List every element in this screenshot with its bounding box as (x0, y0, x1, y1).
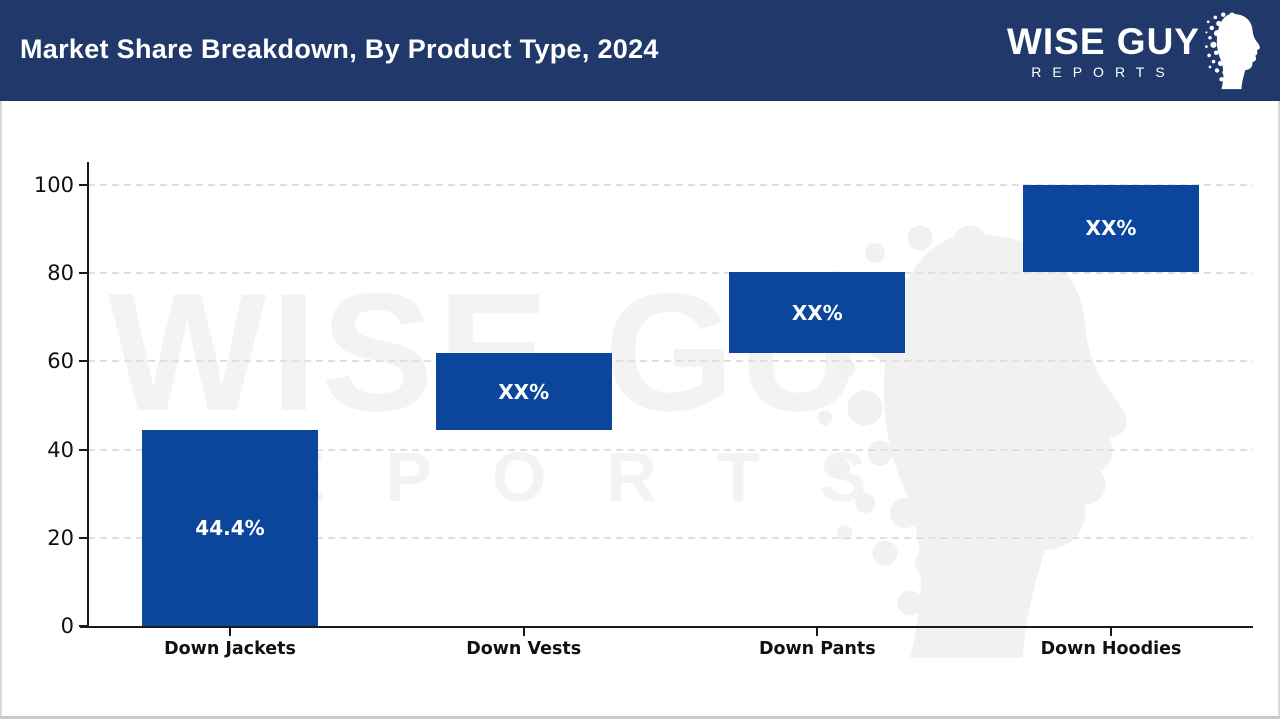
x-tick-mark (229, 628, 231, 636)
page-title: Market Share Breakdown, By Product Type,… (20, 34, 659, 64)
x-category-label-down-vests: Down Vests (466, 639, 582, 659)
y-tick-label: 40 (47, 437, 74, 462)
bar-down-jackets (142, 430, 318, 626)
bar-down-hoodies (1023, 185, 1199, 272)
bar-down-vests (435, 353, 612, 431)
bar-value-label-down-vests: XX% (498, 379, 550, 404)
gridline-60 (88, 360, 1253, 363)
gridline-40 (88, 448, 1253, 451)
x-axis (80, 626, 1253, 628)
bar-value-label-down-hoodies: XX% (1085, 216, 1137, 241)
x-category-label-down-pants: Down Pants (758, 639, 876, 659)
gridline-20 (88, 536, 1253, 539)
x-tick-mark (816, 628, 819, 636)
bar-down-pants (729, 271, 906, 354)
y-tick-mark (79, 448, 88, 451)
page-border-left (0, 101, 2, 717)
y-tick-mark (79, 272, 88, 275)
wiseguy-logo: WISE GUY REPORTS (1007, 8, 1264, 94)
page-border-right (1278, 101, 1280, 717)
gridline-80 (88, 272, 1253, 275)
x-tick-mark (1110, 628, 1112, 636)
x-category-label-down-hoodies: Down Hoodies (1040, 639, 1182, 659)
y-tick-label: 0 (60, 614, 74, 638)
y-tick-mark (79, 360, 88, 363)
gridline-100 (88, 184, 1253, 186)
logo-wordmark: WISE GUY (1006, 20, 1200, 62)
y-tick-label: 100 (33, 173, 74, 197)
y-tick-label: 80 (47, 261, 74, 286)
y-axis (87, 162, 89, 628)
x-tick-mark (522, 628, 525, 636)
logo-subtext: REPORTS (1031, 63, 1176, 80)
x-category-label-down-jackets: Down Jackets (164, 639, 296, 659)
y-tick-mark (79, 536, 88, 539)
logo-text: WISE GUY REPORTS (1006, 20, 1200, 80)
page-border-bottom (0, 716, 1280, 719)
bar-value-label-down-jackets: 44.4% (195, 516, 265, 541)
y-tick-mark (79, 184, 88, 186)
bar-value-label-down-pants: XX% (791, 300, 843, 325)
logo-face-icon (1205, 12, 1260, 90)
header-bar: Market Share Breakdown, By Product Type,… (0, 0, 1280, 101)
y-tick-label: 20 (47, 525, 74, 550)
y-tick-label: 60 (47, 349, 74, 374)
